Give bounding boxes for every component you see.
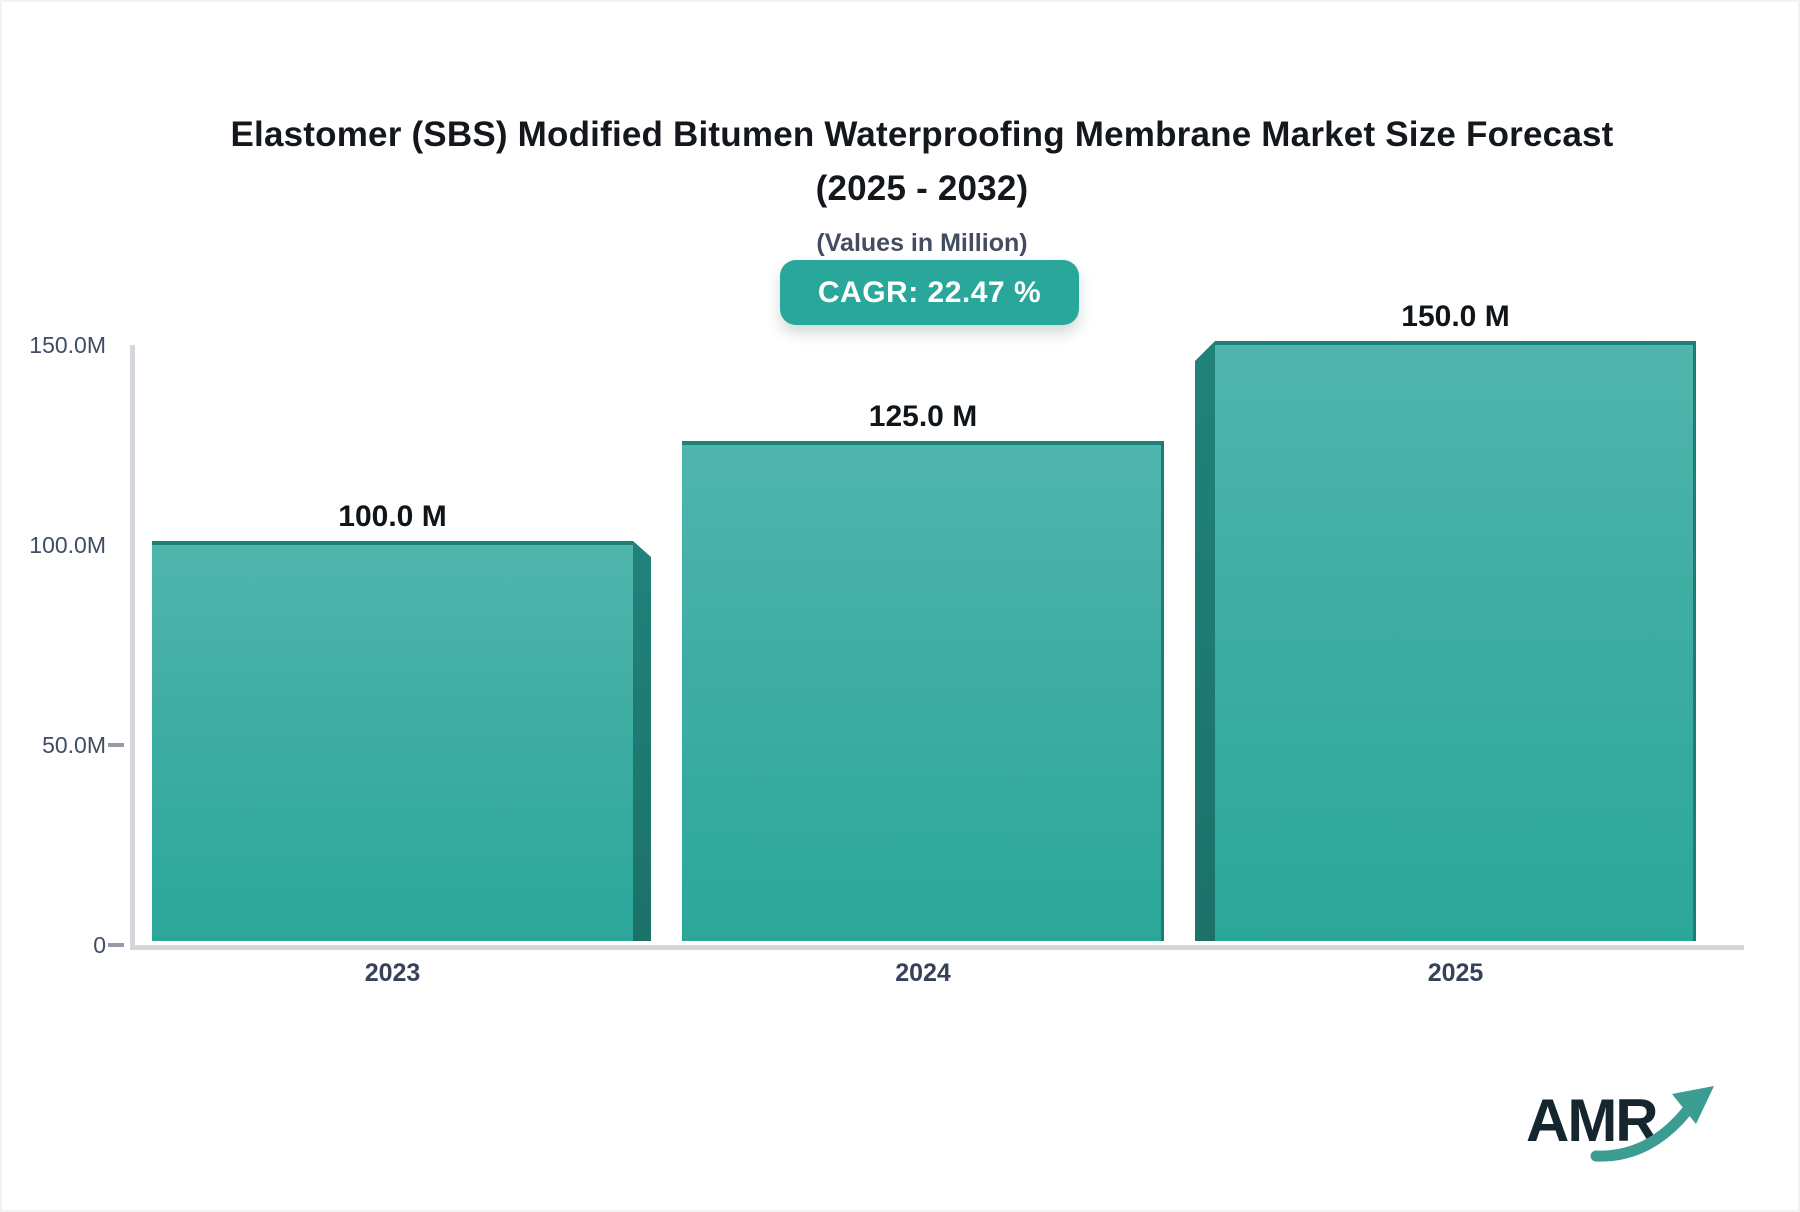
x-axis-label-2023: 2023 — [364, 959, 421, 987]
y-tick-mark-0 — [108, 943, 124, 947]
chart-subtitle: (Values in Million) — [816, 229, 1028, 257]
y-axis-tick-100: 100.0M — [29, 532, 106, 558]
bar-face — [1215, 341, 1696, 941]
y-axis-tick-50: 50.0M — [42, 732, 106, 758]
x-axis-label-2025: 2025 — [1427, 959, 1484, 987]
bar-3d-side — [633, 541, 651, 941]
bar-value-label: 125.0 M — [868, 400, 978, 433]
y-tick-mark-50 — [108, 743, 124, 747]
bar-3d-side — [1195, 341, 1215, 941]
y-axis-tick-0: 0 — [93, 932, 106, 958]
brand-logo: AMR — [1526, 1087, 1659, 1154]
page-title: Elastomer (SBS) Modified Bitumen Waterpr… — [230, 115, 1614, 154]
page-title-years: (2025 - 2032) — [815, 169, 1029, 208]
x-axis-label-2024: 2024 — [895, 959, 951, 987]
growth-arrow-icon — [1590, 1086, 1714, 1162]
bar-value-label: 100.0 M — [338, 500, 447, 533]
cagr-badge: CAGR: 22.47 % — [780, 260, 1079, 325]
x-axis-line — [130, 945, 1744, 950]
y-axis-line — [130, 345, 135, 949]
bar-face — [152, 541, 633, 941]
bar-face — [682, 441, 1164, 941]
y-axis-tick-150: 150.0M — [29, 332, 106, 358]
bar-value-label: 150.0 M — [1401, 300, 1510, 333]
